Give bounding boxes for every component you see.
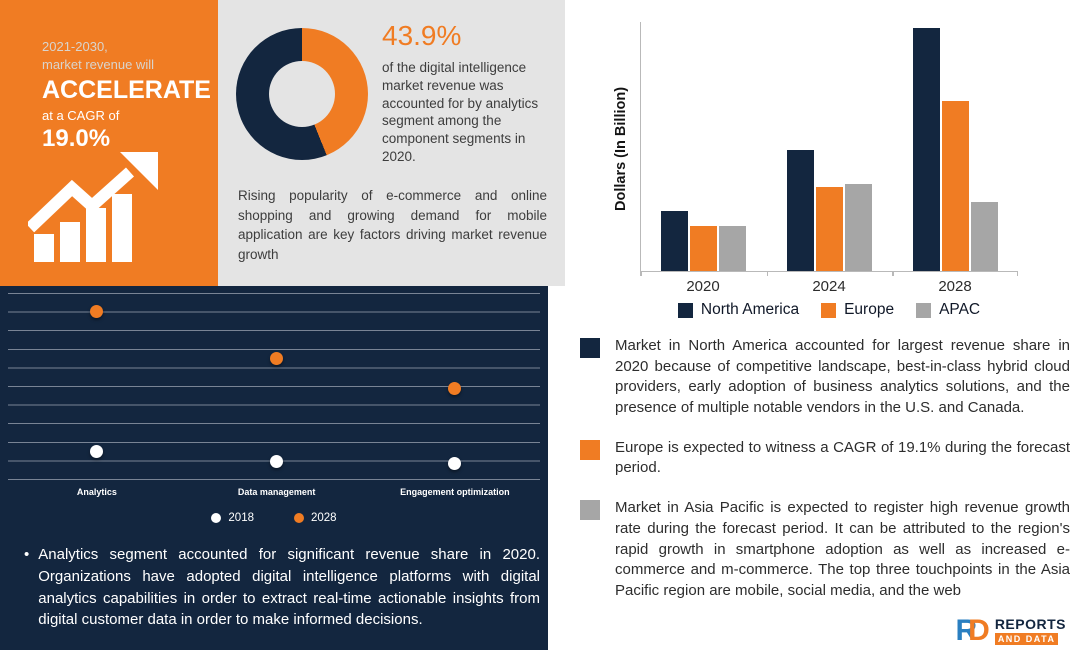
insight-item-europe: Europe is expected to witness a CAGR of … (580, 438, 1070, 479)
legend-label: North America (700, 301, 800, 318)
dot-2018-analytics (90, 445, 104, 459)
dot-legend-item: 2028 (294, 512, 337, 524)
bar-x-label: 2024 (812, 278, 846, 295)
logo-letter-r: R (955, 614, 978, 647)
bar-europe-2028 (941, 100, 969, 271)
legend-label: APAC (939, 301, 981, 318)
regional-panel: Dollars (In Billion) 2020 2024 2028 North … (565, 0, 1080, 650)
logo-anddata-text: AND DATA (994, 633, 1059, 645)
bar-legend: North America Europe APAC (640, 301, 1018, 319)
segment-dot-chart-panel: Analytics Data management Engagement optim… (0, 286, 548, 650)
legend-dot (294, 513, 304, 523)
insight-text: Europe is expected to witness a CAGR of … (615, 438, 1070, 477)
donut-chart (236, 28, 368, 160)
dot-plot-categories: Analytics Data management Engagement optim… (8, 487, 540, 499)
dot-plot-area (8, 293, 540, 480)
dot-2028-analytics (90, 305, 104, 319)
reports-and-data-logo: R D REPORTS AND DATA (955, 616, 1066, 646)
bar-apac-2024 (844, 183, 872, 271)
insight-marker (580, 439, 600, 460)
dot-category-label: Data management (237, 487, 316, 497)
bar-apac-2028 (970, 201, 998, 271)
legend-label: 2018 (228, 512, 254, 524)
axis-tick (766, 271, 769, 276)
cagr-intro-line2: market revenue will (42, 56, 154, 72)
dot-legend-item: 2018 (211, 512, 254, 524)
legend-label: 2028 (311, 512, 337, 524)
bar-europe-2020 (690, 226, 718, 271)
bar-group-2024 (786, 22, 872, 271)
accelerate-headline: ACCELERATE (42, 76, 211, 105)
axis-tick (892, 271, 894, 276)
bar-group-2020 (661, 22, 747, 271)
dot-2018-engagement-optimization (448, 456, 462, 470)
insights-list: Market in North America accounted for la… (580, 336, 1070, 602)
logo-text: REPORTS AND DATA (994, 616, 1066, 645)
dot-2028-data-management (270, 351, 284, 365)
logo-reports-text: REPORTS (994, 616, 1066, 632)
cagr-subline: at a CAGR of (42, 108, 120, 124)
bar-chart-ylabel: Dollars (In Billion) (613, 86, 629, 212)
insight-text: Market in North America accounted for la… (615, 337, 1070, 417)
dot-2018-data-management (270, 454, 284, 468)
legend-swatch (821, 302, 837, 318)
bar-europe-2024 (815, 187, 843, 271)
analytics-share-panel: 43.9% of the digital intelligence market… (218, 0, 565, 286)
axis-tick (1016, 271, 1018, 276)
insight-text: Market in Asia Pacific is expected to re… (615, 499, 1070, 599)
growth-arrow-icon (28, 152, 158, 262)
bar-north-america-2020 (661, 211, 689, 271)
dot-category-label: Engagement optimization (400, 487, 510, 497)
legend-swatch (916, 302, 932, 318)
bar-legend-item: North America (677, 301, 800, 319)
bar-north-america-2024 (786, 149, 814, 271)
legend-swatch (677, 302, 693, 318)
insight-item-north-america: Market in North America accounted for la… (580, 336, 1070, 419)
stat-caption: of the digital intelligence market reven… (382, 60, 539, 165)
bar-legend-item: APAC (916, 301, 980, 319)
bar-x-label: 2028 (938, 278, 972, 295)
bar-apac-2020 (719, 226, 747, 271)
bar-x-label: 2020 (686, 278, 720, 295)
bar-legend-item: Europe (821, 301, 894, 319)
logo-mark: R D (955, 616, 989, 646)
legend-label: Europe (844, 301, 895, 318)
bar-north-america-2028 (912, 28, 940, 271)
bar-group-2028 (912, 22, 998, 271)
bar-x-labels: 2020 2024 2028 (640, 278, 1018, 295)
insight-marker (580, 500, 600, 521)
analytics-note: • Analytics segment accounted for signif… (24, 544, 540, 631)
dot-plot-legend: 2018 2028 (0, 512, 548, 524)
axis-tick (640, 271, 642, 276)
dot-2028-engagement-optimization (448, 381, 462, 395)
cagr-intro-line1: 2021-2030, (42, 39, 108, 54)
legend-dot (211, 513, 222, 523)
dot-category-label: Analytics (76, 487, 117, 497)
cagr-panel: 2021-2030, market revenue will ACCELERAT… (0, 0, 218, 286)
cagr-value: 19.0% (42, 125, 111, 153)
bar-plot-area (640, 22, 1018, 276)
donut-hole (269, 61, 335, 127)
bullet-marker: • (24, 546, 30, 563)
insight-marker (580, 338, 600, 358)
logo-letter-d: D (968, 614, 990, 647)
stat-percent: 43.9% (382, 20, 462, 51)
insight-item-apac: Market in Asia Pacific is expected to re… (580, 498, 1070, 601)
stat-block: 43.9% of the digital intelligence market… (382, 20, 550, 166)
market-drivers-paragraph: Rising popularity of e-commerce and onli… (238, 188, 547, 262)
analytics-note-text: Analytics segment accounted for signific… (38, 546, 540, 629)
